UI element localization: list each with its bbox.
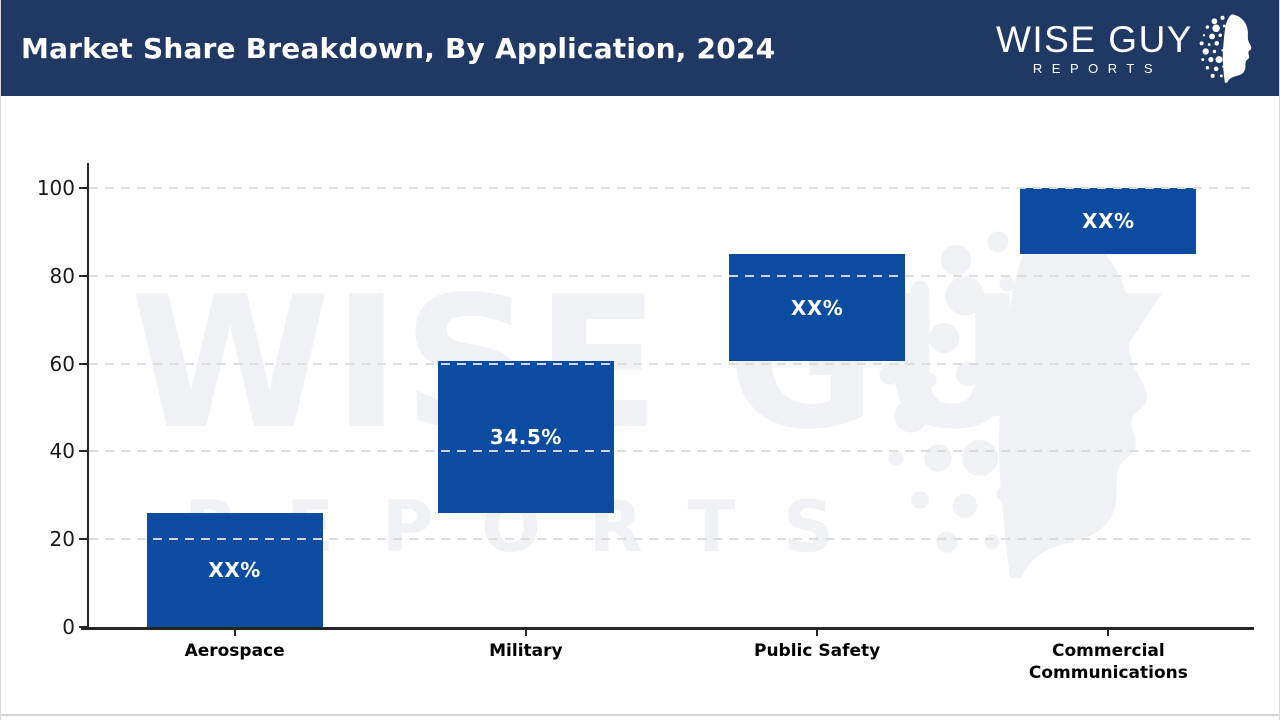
bar-aerospace: XX% [146,512,323,627]
y-tick-label: 20 [49,527,75,552]
x-tick-mark-1 [524,628,527,636]
y-tick-label: 100 [36,176,75,200]
y-tick-label: 80 [49,263,75,288]
y-axis-line [87,163,89,630]
y-tick-mark-40 [79,450,89,453]
gridline-20 [89,538,1254,541]
x-axis-line [81,627,1254,630]
x-category-label: Commercial Communications [1028,641,1188,683]
gridline-40 [89,450,1254,453]
y-tick-label: 0 [62,615,75,639]
y-tick-label: 60 [49,351,75,376]
y-tick-mark-60 [79,362,89,365]
x-tick-mark-2 [816,628,819,636]
gridline-100 [89,187,1254,189]
y-tick-label: 40 [49,439,75,464]
gridline-60 [89,362,1254,365]
bar-value-label: XX% [790,295,844,320]
x-category-label: Military [489,641,563,661]
bar-value-label: XX% [208,557,261,582]
y-tick-mark-20 [79,538,89,541]
bottom-border-line [1,714,1279,716]
wise-guy-logo: WISE GUY REPORTS [996,12,1255,84]
logo-subtitle: REPORTS [1032,60,1163,76]
y-tick-mark-100 [79,187,89,189]
bar-military: 34.5% [437,361,614,513]
bar-value-label: 34.5% [489,425,562,450]
y-tick-mark-80 [79,274,89,277]
x-category-label: Aerospace [184,641,285,661]
x-category-label: Public Safety [754,641,881,661]
bar-value-label: XX% [1082,208,1135,233]
logo-wordmark: WISE GUY [995,18,1193,60]
gridline-80 [89,274,1254,277]
x-tick-mark-0 [233,628,236,636]
bar-public-safety: XX% [729,253,906,362]
header: Market Share Breakdown, By Application, … [1,0,1279,96]
logo-text: WISE GUY REPORTS [996,21,1193,76]
bar-commercial-communications: XX% [1020,188,1197,254]
x-tick-mark-3 [1107,628,1110,636]
page-title: Market Share Breakdown, By Application, … [21,31,776,65]
